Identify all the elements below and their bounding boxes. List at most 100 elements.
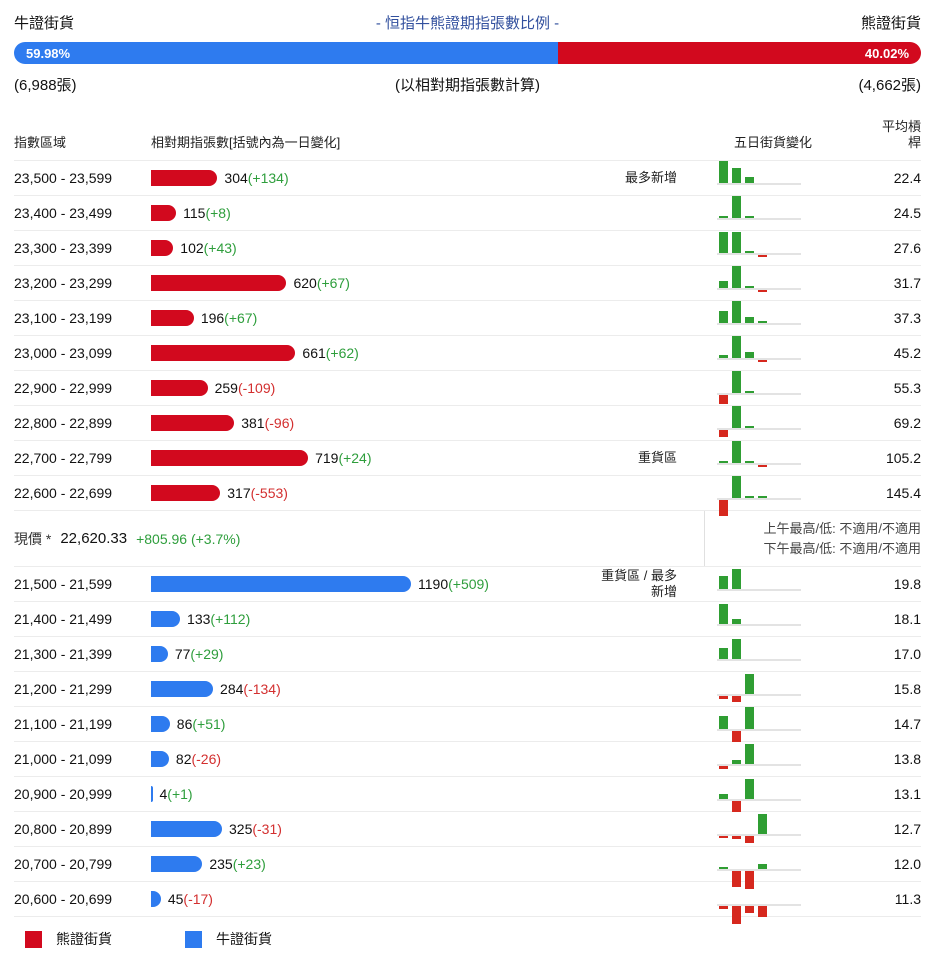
- spark-bar-up: [719, 215, 728, 218]
- volume-bar: [151, 716, 170, 732]
- sparkline-baseline: [717, 659, 801, 661]
- spark-bar-up: [745, 352, 754, 358]
- five-day-sparkline: [717, 266, 801, 300]
- spark-bar-up: [719, 280, 728, 288]
- contracts-bar-cell: 86(+51): [151, 716, 601, 732]
- current-price-label: 現價 *: [14, 530, 52, 547]
- index-range-label: 22,600 - 22,699: [14, 485, 113, 501]
- spark-bar-down: [719, 906, 728, 909]
- current-price-info: 現價 * 22,620.33 +805.96 (+3.7%): [14, 511, 240, 566]
- table-row: 21,200 - 21,299 284(-134) 15.8: [14, 672, 921, 707]
- sparkline-baseline: [717, 323, 801, 325]
- spark-bar-up: [719, 715, 728, 729]
- contracts-value: 259(-109): [214, 380, 276, 396]
- table-row: 21,000 - 21,099 82(-26) 13.8: [14, 742, 921, 777]
- spark-bar-down: [758, 360, 767, 363]
- five-day-sparkline: [717, 637, 801, 671]
- spark-bar-up: [745, 215, 754, 218]
- contracts-value: 4(+1): [159, 786, 193, 802]
- sparkline-baseline: [717, 589, 801, 591]
- table-row: 23,300 - 23,399 102(+43) 27.6: [14, 231, 921, 266]
- legend-bear-label: 熊證街貨: [56, 931, 112, 947]
- spark-bar-up: [732, 759, 741, 764]
- spark-bar-up: [719, 310, 728, 323]
- spark-bar-down: [732, 696, 741, 702]
- leverage-value: 13.8: [893, 751, 921, 767]
- one-day-change: (+51): [192, 716, 226, 732]
- leverage-value: 105.2: [885, 450, 921, 466]
- bull-street-label: 牛證街貨: [14, 15, 75, 32]
- ratio-header: 牛證街貨 - 恒指牛熊證期指張數比例 - 熊證街貨: [14, 0, 921, 33]
- spark-bar-up: [732, 406, 741, 428]
- contracts-bar-cell: 196(+67): [151, 310, 601, 326]
- spark-bar-up: [732, 476, 741, 498]
- five-day-sparkline: [717, 371, 801, 405]
- five-day-sparkline: [717, 406, 801, 440]
- table-row: 20,700 - 20,799 235(+23) 12.0: [14, 847, 921, 890]
- contracts-value: 77(+29): [174, 646, 224, 662]
- contracts-bar-cell: 82(-26): [151, 751, 601, 767]
- volume-bar: [151, 611, 181, 627]
- sparkline-baseline: [717, 218, 801, 220]
- leverage-value: 27.6: [893, 240, 921, 256]
- index-range-label: 21,000 - 21,099: [14, 751, 113, 767]
- sparkline-baseline: [717, 463, 801, 465]
- zone-note: 重貨區 / 最多新增: [601, 568, 677, 599]
- index-range-label: 23,200 - 23,299: [14, 275, 113, 291]
- leverage-value: 12.0: [893, 856, 921, 872]
- leverage-value: 18.1: [893, 611, 921, 627]
- five-day-sparkline: [717, 707, 801, 742]
- col-header-index-zone: 指數區域: [14, 135, 67, 150]
- spark-bar-up: [719, 460, 728, 463]
- index-range-label: 22,800 - 22,899: [14, 415, 113, 431]
- five-day-sparkline: [717, 441, 801, 475]
- one-day-change: (+67): [316, 275, 350, 291]
- sparkline-baseline: [717, 498, 801, 500]
- five-day-sparkline: [717, 812, 801, 846]
- volume-bar: [151, 380, 208, 396]
- contracts-value: 620(+67): [293, 275, 350, 291]
- one-day-change: (+24): [338, 450, 372, 466]
- spark-bar-up: [758, 320, 767, 323]
- table-row: 22,900 - 22,999 259(-109) 55.3: [14, 371, 921, 406]
- one-day-change: (-109): [237, 380, 276, 396]
- table-row: 23,000 - 23,099 661(+62) 45.2: [14, 336, 921, 371]
- spark-bar-down: [732, 836, 741, 839]
- spark-bar-up: [745, 390, 754, 393]
- volume-bar: [151, 856, 203, 872]
- spark-bar-up: [719, 575, 728, 589]
- spark-bar-up: [732, 231, 741, 253]
- spark-bar-up: [745, 778, 754, 799]
- contracts-value: 86(+51): [176, 716, 226, 732]
- bear-section: 23,500 - 23,599 304(+134) 最多新增 22.4 23,4…: [14, 161, 921, 517]
- spark-bar-up: [719, 161, 728, 183]
- leverage-value: 11.3: [894, 891, 921, 907]
- contracts-value: 115(+8): [183, 205, 231, 221]
- contracts-bar-cell: 77(+29): [151, 646, 601, 662]
- spark-bar-up: [758, 495, 767, 498]
- bear-ratio-segment: 40.02%: [558, 42, 921, 64]
- col-header-five-day-change: 五日街貨變化: [733, 135, 812, 150]
- contracts-bar-cell: 259(-109): [151, 380, 601, 396]
- current-price-band: 現價 * 22,620.33 +805.96 (+3.7%) 上午最高/低: 不…: [14, 511, 921, 567]
- five-day-sparkline: [717, 231, 801, 265]
- five-day-sparkline: [717, 847, 801, 890]
- five-day-sparkline: [717, 742, 801, 776]
- spark-bar-down: [758, 906, 767, 917]
- index-range-label: 20,700 - 20,799: [14, 856, 113, 872]
- leverage-value: 19.8: [893, 576, 921, 592]
- leverage-value: 55.3: [893, 380, 921, 396]
- contracts-value: 719(+24): [315, 450, 372, 466]
- one-day-change: (+112): [210, 611, 251, 627]
- contracts-bar-cell: 325(-31): [151, 821, 601, 837]
- spark-bar-up: [745, 673, 754, 694]
- legend: 熊證街貨 牛證街貨: [14, 917, 921, 962]
- contracts-bar-cell: 284(-134): [151, 681, 601, 697]
- spark-bar-up: [732, 301, 741, 323]
- spark-bar-down: [719, 430, 728, 438]
- contracts-value: 45(-17): [167, 891, 213, 907]
- index-range-label: 22,700 - 22,799: [14, 450, 113, 466]
- contracts-bar-cell: 381(-96): [151, 415, 601, 431]
- zone-note: 重貨區: [637, 450, 677, 465]
